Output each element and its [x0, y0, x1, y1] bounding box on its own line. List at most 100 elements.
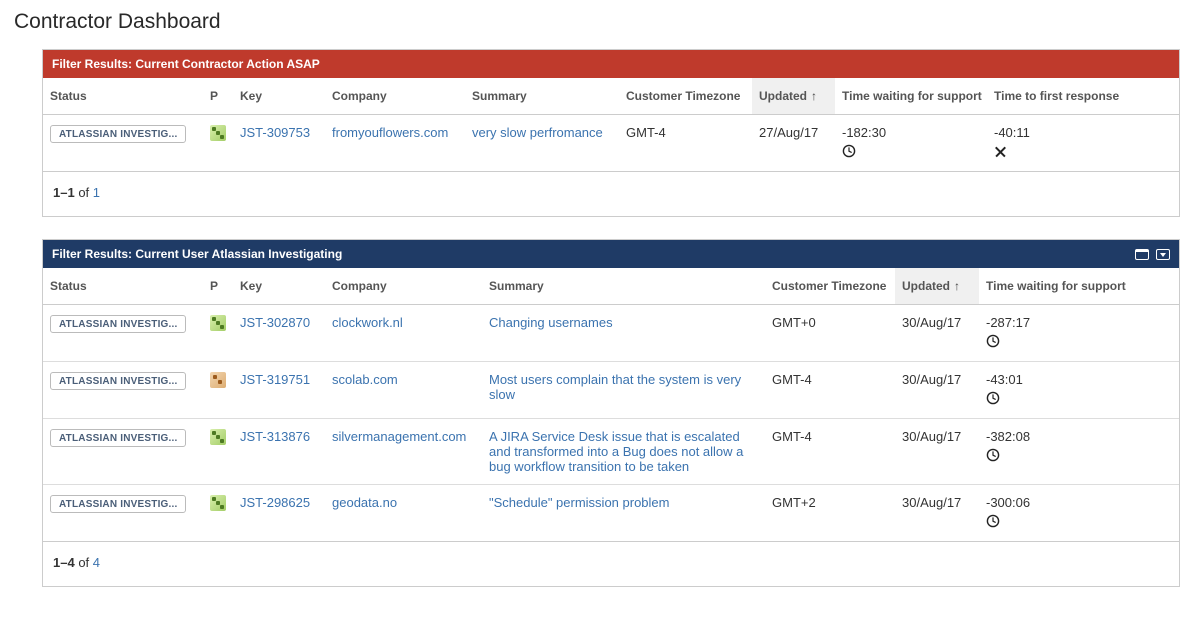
- timezone-cell: GMT-4: [765, 418, 895, 485]
- time-waiting-cell: -300:06: [979, 484, 1179, 542]
- column-header-status[interactable]: Status: [43, 268, 203, 305]
- column-header-time-waiting[interactable]: Time waiting for support: [979, 268, 1179, 305]
- gadget-atlassian-investigating: Filter Results: Current User Atlassian I…: [42, 239, 1180, 587]
- summary-link[interactable]: Most users complain that the system is v…: [489, 372, 742, 402]
- issue-key-link[interactable]: JST-302870: [240, 315, 311, 330]
- issue-key-link[interactable]: JST-319751: [240, 372, 311, 387]
- pagination-range: 1–4: [53, 555, 75, 570]
- column-header-key[interactable]: Key: [233, 268, 325, 305]
- clock-icon: [986, 514, 1000, 531]
- company-link[interactable]: scolab.com: [332, 372, 398, 387]
- sort-ascending-icon: ↑: [954, 279, 960, 293]
- company-link[interactable]: clockwork.nl: [332, 315, 403, 330]
- company-cell: clockwork.nl: [325, 304, 482, 362]
- summary-cell: Changing usernames: [482, 304, 765, 362]
- pagination-total-link[interactable]: 1: [92, 185, 101, 200]
- table-row: ATLASSIAN INVESTIG... JST-302870 clockwo…: [43, 304, 1179, 362]
- company-link[interactable]: silvermanagement.com: [332, 429, 467, 444]
- issue-key-link[interactable]: JST-313876: [240, 429, 311, 444]
- status-lozenge: ATLASSIAN INVESTIG...: [50, 372, 187, 390]
- updated-cell: 30/Aug/17: [895, 361, 979, 419]
- status-lozenge: ATLASSIAN INVESTIG...: [50, 125, 187, 143]
- clock-icon: [986, 334, 1000, 351]
- priority-icon: [210, 125, 226, 141]
- table-row: ATLASSIAN INVESTIG... JST-298625 geodata…: [43, 484, 1179, 542]
- company-cell: scolab.com: [325, 361, 482, 419]
- priority-icon: [210, 495, 226, 511]
- timezone-cell: GMT+0: [765, 304, 895, 362]
- timezone-cell: GMT+2: [765, 484, 895, 542]
- company-link[interactable]: fromyouflowers.com: [332, 125, 449, 140]
- column-header-time-waiting[interactable]: Time waiting for support: [835, 78, 987, 115]
- table-row: ATLASSIAN INVESTIG... JST-319751 scolab.…: [43, 361, 1179, 419]
- column-header-updated[interactable]: Updated ↑: [895, 268, 979, 305]
- time-waiting-cell: -287:17: [979, 304, 1179, 362]
- priority-icon: [210, 372, 226, 388]
- key-cell: JST-302870: [233, 304, 325, 362]
- clock-icon: [986, 391, 1000, 408]
- gadget-header: Filter Results: Current User Atlassian I…: [43, 240, 1179, 268]
- time-waiting-cell: -182:30: [835, 114, 987, 172]
- priority-cell: [203, 484, 233, 542]
- status-cell: ATLASSIAN INVESTIG...: [43, 114, 203, 172]
- updated-cell: 30/Aug/17: [895, 304, 979, 362]
- column-header-summary[interactable]: Summary: [465, 78, 619, 115]
- status-cell: ATLASSIAN INVESTIG...: [43, 361, 203, 419]
- clock-icon: [986, 448, 1000, 465]
- page-title: Contractor Dashboard: [14, 10, 221, 33]
- column-header-company[interactable]: Company: [325, 78, 465, 115]
- column-header-priority[interactable]: P: [203, 268, 233, 305]
- status-lozenge: ATLASSIAN INVESTIG...: [50, 315, 187, 333]
- pagination-of-label: of: [78, 555, 90, 570]
- issue-key-link[interactable]: JST-298625: [240, 495, 311, 510]
- gadget-title: Filter Results: Current Contractor Actio…: [52, 57, 320, 71]
- timezone-cell: GMT-4: [765, 361, 895, 419]
- column-header-updated[interactable]: Updated ↑: [752, 78, 835, 115]
- status-cell: ATLASSIAN INVESTIG...: [43, 304, 203, 362]
- maximize-gadget-icon[interactable]: [1135, 248, 1149, 260]
- key-cell: JST-313876: [233, 418, 325, 485]
- summary-link[interactable]: Changing usernames: [489, 315, 613, 330]
- updated-cell: 30/Aug/17: [895, 484, 979, 542]
- gadget-header: Filter Results: Current Contractor Actio…: [43, 50, 1179, 78]
- company-cell: geodata.no: [325, 484, 482, 542]
- column-header-time-first-response[interactable]: Time to first response: [987, 78, 1179, 115]
- company-link[interactable]: geodata.no: [332, 495, 398, 510]
- timezone-cell: GMT-4: [619, 114, 752, 172]
- pagination-total-link[interactable]: 4: [92, 555, 101, 570]
- summary-cell: A JIRA Service Desk issue that is escala…: [482, 418, 765, 485]
- column-header-timezone[interactable]: Customer Timezone: [765, 268, 895, 305]
- column-header-key[interactable]: Key: [233, 78, 325, 115]
- table-row: ATLASSIAN INVESTIG... JST-313876 silverm…: [43, 418, 1179, 485]
- column-header-status[interactable]: Status: [43, 78, 203, 115]
- issue-key-link[interactable]: JST-309753: [240, 125, 311, 140]
- time-waiting-cell: -382:08: [979, 418, 1179, 485]
- summary-link[interactable]: A JIRA Service Desk issue that is escala…: [489, 429, 744, 474]
- column-header-priority[interactable]: P: [203, 78, 233, 115]
- summary-cell: "Schedule" permission problem: [482, 484, 765, 542]
- pagination: 1–4 of 4: [43, 542, 1179, 586]
- summary-link[interactable]: "Schedule" permission problem: [489, 495, 670, 510]
- issue-table: Status P Key Company Summary Customer Ti…: [43, 268, 1179, 542]
- gadget-contractor-action-asap: Filter Results: Current Contractor Actio…: [42, 49, 1180, 217]
- dashboard: Filter Results: Current Contractor Actio…: [0, 49, 1188, 627]
- time-first-response-cell: -40:11: [987, 114, 1179, 172]
- priority-icon: [210, 429, 226, 445]
- table-header-row: Status P Key Company Summary Customer Ti…: [43, 268, 1179, 305]
- gadget-menu-icon[interactable]: [1156, 248, 1170, 260]
- status-lozenge: ATLASSIAN INVESTIG...: [50, 495, 187, 513]
- column-header-company[interactable]: Company: [325, 268, 482, 305]
- status-cell: ATLASSIAN INVESTIG...: [43, 484, 203, 542]
- status-cell: ATLASSIAN INVESTIG...: [43, 418, 203, 485]
- updated-cell: 30/Aug/17: [895, 418, 979, 485]
- column-header-summary[interactable]: Summary: [482, 268, 765, 305]
- key-cell: JST-309753: [233, 114, 325, 172]
- table-header-row: Status P Key Company Summary Customer Ti…: [43, 78, 1179, 115]
- column-header-timezone[interactable]: Customer Timezone: [619, 78, 752, 115]
- priority-icon: [210, 315, 226, 331]
- summary-link[interactable]: very slow perfromance: [472, 125, 603, 140]
- priority-cell: [203, 418, 233, 485]
- time-waiting-cell: -43:01: [979, 361, 1179, 419]
- status-lozenge: ATLASSIAN INVESTIG...: [50, 429, 187, 447]
- priority-cell: [203, 114, 233, 172]
